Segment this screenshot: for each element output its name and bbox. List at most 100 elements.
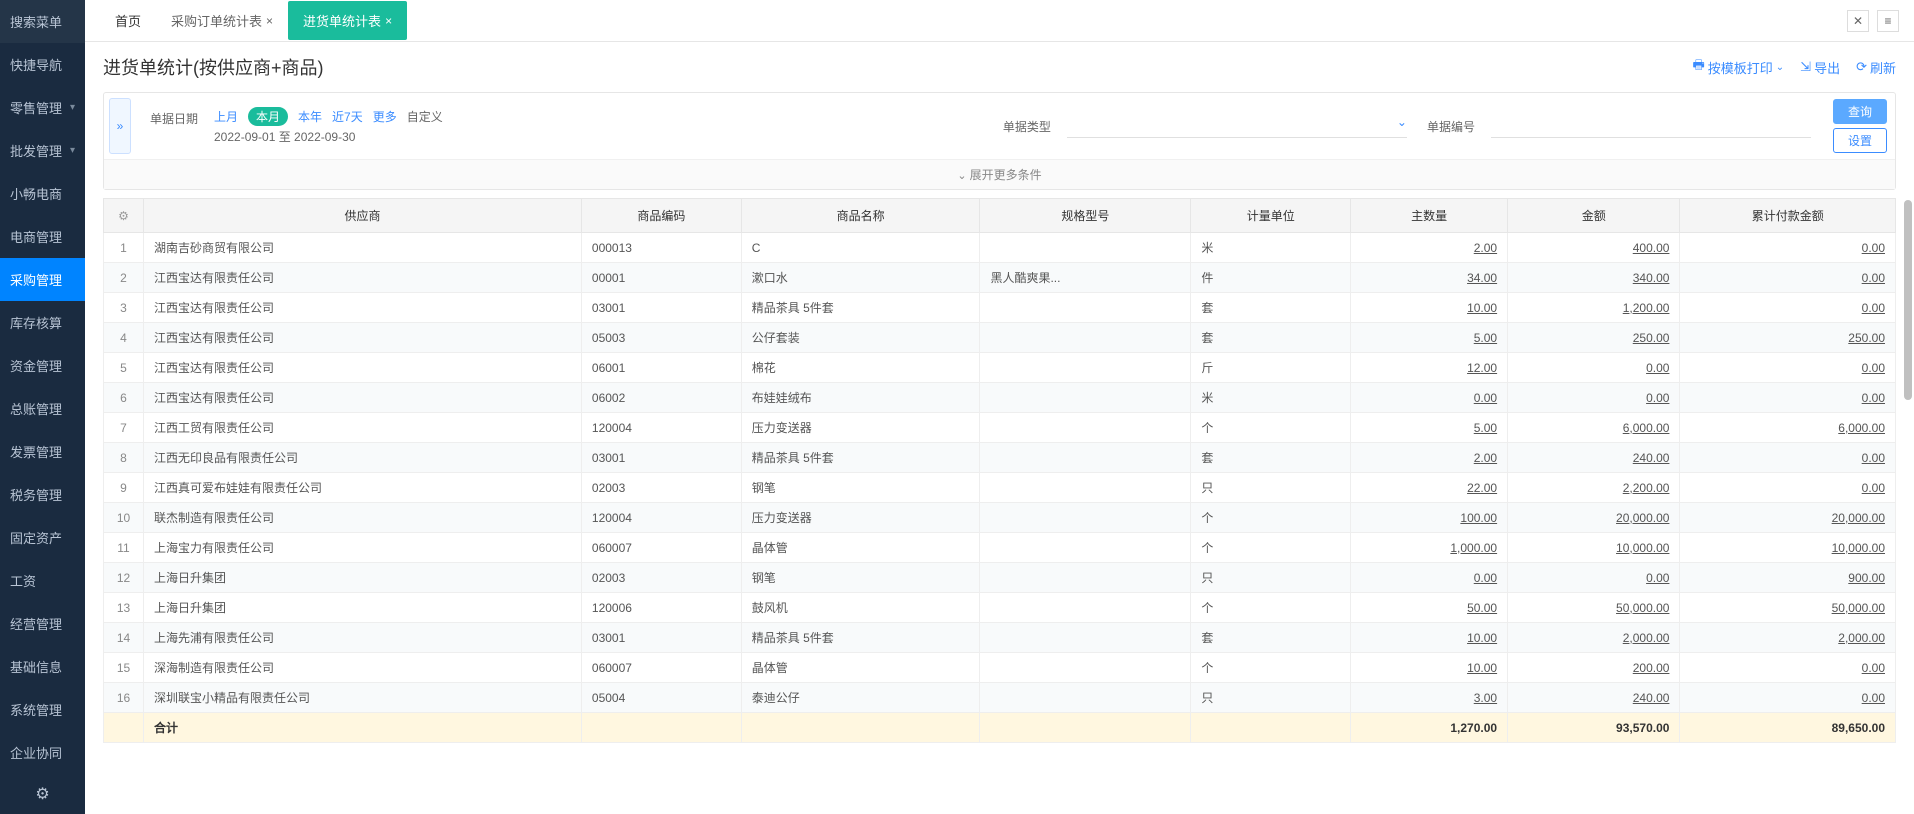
sidebar-item[interactable]: 税务管理 [0, 473, 85, 516]
query-button[interactable]: 查询 [1833, 99, 1887, 124]
cell-link[interactable]: 20,000.00 [1616, 511, 1669, 525]
expand-conditions[interactable]: 展开更多条件 [104, 159, 1895, 189]
date-this-month[interactable]: 本月 [248, 107, 288, 126]
cell-link[interactable]: 2,200.00 [1623, 481, 1670, 495]
cell-link[interactable]: 340.00 [1633, 271, 1670, 285]
cell-link[interactable]: 2.00 [1474, 451, 1497, 465]
cell-link[interactable]: 2.00 [1474, 241, 1497, 255]
close-icon[interactable]: × [385, 14, 392, 28]
table-row[interactable]: 12上海日升集团02003钢笔只0.000.00900.00 [104, 563, 1896, 593]
sidebar-item[interactable]: 工资 [0, 559, 85, 602]
tab-home[interactable]: 首页 [100, 1, 156, 40]
cell-link[interactable]: 1,000.00 [1450, 541, 1497, 555]
sidebar-item[interactable]: 电商管理 [0, 215, 85, 258]
sidebar-item[interactable]: 小畅电商 [0, 172, 85, 215]
sidebar-item[interactable]: 企业协同 [0, 731, 85, 774]
column-header[interactable]: 供应商 [144, 199, 582, 233]
cell-link[interactable]: 0.00 [1862, 241, 1885, 255]
close-icon[interactable]: × [266, 14, 273, 28]
filter-type-input[interactable] [1067, 115, 1407, 138]
table-row[interactable]: 16深圳联宝小精品有限责任公司05004泰迪公仔只3.00240.000.00 [104, 683, 1896, 713]
cell-link[interactable]: 6,000.00 [1623, 421, 1670, 435]
sidebar-item[interactable]: 经营管理 [0, 602, 85, 645]
cell-link[interactable]: 0.00 [1862, 361, 1885, 375]
column-header[interactable]: 累计付款金额 [1680, 199, 1896, 233]
table-row[interactable]: 8江西无印良品有限责任公司03001精品茶具 5件套套2.00240.000.0… [104, 443, 1896, 473]
cell-link[interactable]: 0.00 [1862, 481, 1885, 495]
cell-link[interactable]: 0.00 [1862, 391, 1885, 405]
cell-link[interactable]: 0.00 [1862, 271, 1885, 285]
column-header[interactable]: 商品名称 [741, 199, 980, 233]
table-row[interactable]: 5江西宝达有限责任公司06001棉花斤12.000.000.00 [104, 353, 1896, 383]
cell-link[interactable]: 0.00 [1646, 391, 1669, 405]
tab-item[interactable]: 进货单统计表× [288, 1, 407, 40]
cell-link[interactable]: 5.00 [1474, 421, 1497, 435]
table-row[interactable]: 2江西宝达有限责任公司00001漱口水黑人酷爽果...件34.00340.000… [104, 263, 1896, 293]
cell-link[interactable]: 400.00 [1633, 241, 1670, 255]
cell-link[interactable]: 3.00 [1474, 691, 1497, 705]
cell-link[interactable]: 250.00 [1633, 331, 1670, 345]
sidebar-item[interactable]: 发票管理 [0, 430, 85, 473]
table-row[interactable]: 15深海制造有限责任公司060007晶体管个10.00200.000.00 [104, 653, 1896, 683]
table-row[interactable]: 4江西宝达有限责任公司05003公仔套装套5.00250.00250.00 [104, 323, 1896, 353]
column-header[interactable]: 计量单位 [1191, 199, 1351, 233]
date-last7[interactable]: 近7天 [332, 108, 363, 125]
cell-link[interactable]: 10,000.00 [1616, 541, 1669, 555]
date-custom[interactable]: 自定义 [407, 108, 443, 125]
cell-link[interactable]: 0.00 [1862, 691, 1885, 705]
table-row[interactable]: 3江西宝达有限责任公司03001精品茶具 5件套套10.001,200.000.… [104, 293, 1896, 323]
cell-link[interactable]: 250.00 [1848, 331, 1885, 345]
date-prev-month[interactable]: 上月 [214, 108, 238, 125]
cell-link[interactable]: 240.00 [1633, 691, 1670, 705]
cell-link[interactable]: 0.00 [1862, 661, 1885, 675]
cell-link[interactable]: 0.00 [1862, 301, 1885, 315]
cell-link[interactable]: 10.00 [1467, 301, 1497, 315]
cell-link[interactable]: 10.00 [1467, 661, 1497, 675]
cell-link[interactable]: 2,000.00 [1838, 631, 1885, 645]
table-row[interactable]: 9江西真可爱布娃娃有限责任公司02003钢笔只22.002,200.000.00 [104, 473, 1896, 503]
refresh-button[interactable]: ⟳ 刷新 [1856, 58, 1896, 77]
table-row[interactable]: 6江西宝达有限责任公司06002布娃娃绒布米0.000.000.00 [104, 383, 1896, 413]
filter-collapse-toggle[interactable]: » [109, 98, 131, 154]
cell-link[interactable]: 50.00 [1467, 601, 1497, 615]
cell-link[interactable]: 200.00 [1633, 661, 1670, 675]
cell-link[interactable]: 5.00 [1474, 331, 1497, 345]
sidebar-item[interactable]: 搜索菜单 [0, 0, 85, 43]
sidebar-item[interactable]: 快捷导航 [0, 43, 85, 86]
column-header[interactable]: 金额 [1508, 199, 1680, 233]
sidebar-item[interactable]: 零售管理▾ [0, 86, 85, 129]
cell-link[interactable]: 10,000.00 [1832, 541, 1885, 555]
tab-item[interactable]: 采购订单统计表× [156, 1, 288, 40]
cell-link[interactable]: 240.00 [1633, 451, 1670, 465]
cell-link[interactable]: 22.00 [1467, 481, 1497, 495]
cell-link[interactable]: 6,000.00 [1838, 421, 1885, 435]
sidebar-item[interactable]: 批发管理▾ [0, 129, 85, 172]
sidebar-item[interactable]: 固定资产 [0, 516, 85, 559]
cell-link[interactable]: 0.00 [1862, 451, 1885, 465]
column-header[interactable]: 规格型号 [980, 199, 1191, 233]
table-row[interactable]: 7江西工贸有限责任公司120004压力变送器个5.006,000.006,000… [104, 413, 1896, 443]
cell-link[interactable]: 100.00 [1460, 511, 1497, 525]
cell-link[interactable]: 2,000.00 [1623, 631, 1670, 645]
table-row[interactable]: 10联杰制造有限责任公司120004压力变送器个100.0020,000.002… [104, 503, 1896, 533]
sidebar-item[interactable]: 总账管理 [0, 387, 85, 430]
cell-link[interactable]: 10.00 [1467, 631, 1497, 645]
export-button[interactable]: ⇲ 导出 [1800, 58, 1840, 77]
sidebar-item[interactable]: 系统管理 [0, 688, 85, 731]
table-settings-header[interactable]: ⚙ [104, 199, 144, 233]
table-row[interactable]: 14上海先浦有限责任公司03001精品茶具 5件套套10.002,000.002… [104, 623, 1896, 653]
date-more[interactable]: 更多 [373, 108, 397, 125]
sidebar-item[interactable]: 采购管理 [0, 258, 85, 301]
table-row[interactable]: 1湖南吉砂商贸有限公司000013C米2.00400.000.00 [104, 233, 1896, 263]
cell-link[interactable]: 0.00 [1646, 361, 1669, 375]
date-this-year[interactable]: 本年 [298, 108, 322, 125]
sidebar-settings[interactable]: ⚙ [0, 774, 85, 814]
table-row[interactable]: 11上海宝力有限责任公司060007晶体管个1,000.0010,000.001… [104, 533, 1896, 563]
column-header[interactable]: 商品编码 [581, 199, 741, 233]
cell-link[interactable]: 1,200.00 [1623, 301, 1670, 315]
cell-link[interactable]: 12.00 [1467, 361, 1497, 375]
cell-link[interactable]: 0.00 [1474, 391, 1497, 405]
sidebar-item[interactable]: 资金管理 [0, 344, 85, 387]
tab-close-button[interactable]: ✕ [1847, 10, 1869, 32]
sidebar-item[interactable]: 库存核算 [0, 301, 85, 344]
